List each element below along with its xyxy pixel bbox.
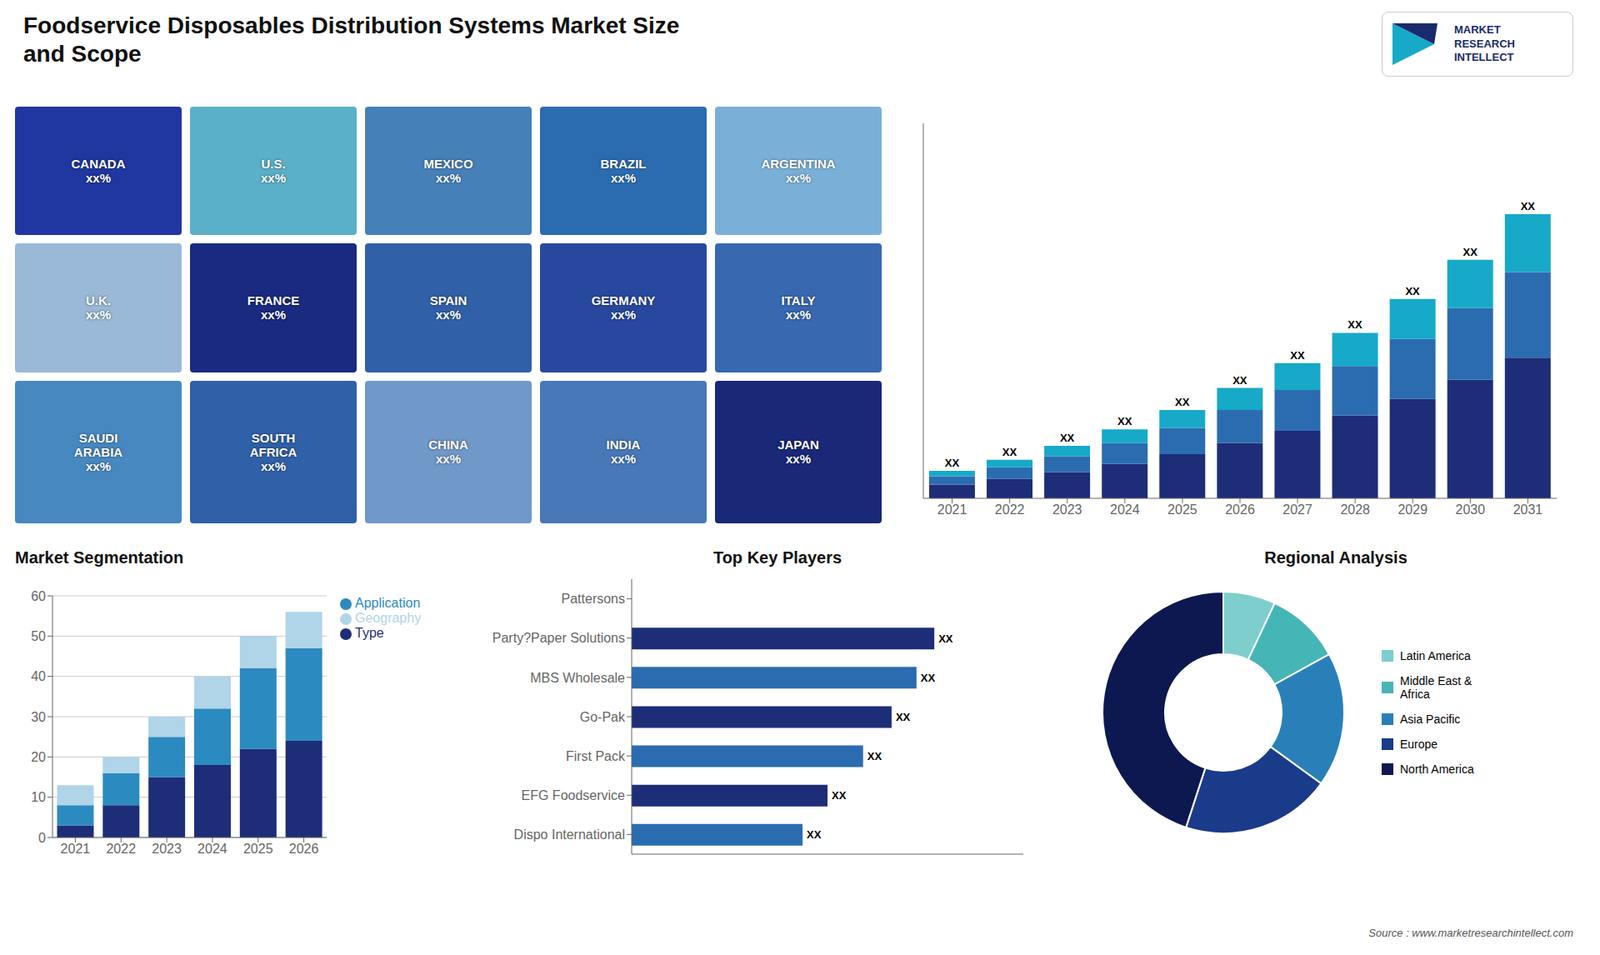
svg-text:First Pack: First Pack (565, 749, 626, 764)
html-text:Foodservice Disposables Distri: Foodservice Disposables Distribution Sys… (23, 12, 680, 67)
html-text:Top Key Players: Top Key Players (713, 548, 842, 567)
html-text:Asia Pacific: Asia Pacific (1400, 712, 1461, 726)
svg-text:XX: XX (1175, 395, 1190, 409)
html-text:JAPAN xx%: JAPAN xx% (777, 437, 820, 467)
svg-text:XX: XX (1002, 445, 1018, 459)
svg-text:2028: 2028 (1340, 502, 1370, 517)
svg-text:40: 40 (30, 669, 46, 684)
svg-text:2021: 2021 (937, 502, 968, 517)
html-text:FRANCE xx%: FRANCE xx% (247, 293, 300, 323)
svg-text:XX: XX (938, 632, 954, 645)
html-text:MARKET: MARKET (1454, 23, 1501, 36)
svg-text:XX: XX (945, 456, 960, 470)
html-text:Middle East & Africa: Middle East & Africa (1400, 674, 1472, 701)
svg-text:XX: XX (1520, 200, 1536, 213)
html-text:Type: Type (355, 625, 384, 640)
svg-text:2025: 2025 (243, 841, 274, 856)
svg-text:Go-Pak: Go-Pak (580, 710, 626, 725)
html-text:Application: Application (355, 595, 421, 610)
svg-text:50: 50 (30, 629, 46, 644)
svg-text:2022: 2022 (105, 841, 136, 856)
svg-text:2022: 2022 (995, 502, 1025, 517)
html-text:CHINA xx%: CHINA xx% (428, 437, 469, 467)
svg-text:60: 60 (30, 589, 46, 604)
html-text:North America: North America (1400, 762, 1474, 776)
html-text:U.S. xx%: U.S. xx% (260, 156, 286, 186)
svg-text:XX: XX (831, 789, 847, 802)
html-text:SOUTH AFRICA xx%: SOUTH AFRICA xx% (249, 430, 297, 474)
svg-text:XX: XX (806, 828, 822, 841)
svg-text:XX: XX (895, 710, 911, 724)
html-text:ITALY xx%: ITALY xx% (781, 293, 816, 323)
svg-text:2023: 2023 (1052, 502, 1083, 517)
html-text:Source : www.marketresearchint: Source : www.marketresearchintellect.com (1368, 926, 1574, 940)
svg-text:2023: 2023 (151, 841, 182, 856)
html-text:CANADA xx%: CANADA xx% (71, 156, 126, 186)
html-text:U.K. xx%: U.K. xx% (85, 293, 111, 323)
svg-text:XX: XX (1232, 374, 1248, 387)
html-text:Regional Analysis: Regional Analysis (1264, 548, 1408, 567)
svg-text:XX: XX (1060, 431, 1075, 445)
svg-text:Dispo International: Dispo International (514, 827, 625, 842)
html-text:INDIA xx%: INDIA xx% (606, 437, 641, 467)
svg-text:0: 0 (38, 830, 46, 845)
svg-text:XX: XX (1117, 415, 1133, 428)
svg-text:XX: XX (1463, 245, 1479, 259)
html-text:Europe: Europe (1400, 737, 1438, 751)
svg-text:Party?Paper Solutions: Party?Paper Solutions (492, 630, 625, 645)
svg-text:2027: 2027 (1282, 502, 1313, 517)
html-text:ARGENTINA xx%: ARGENTINA xx% (761, 156, 836, 186)
svg-text:MBS Wholesale: MBS Wholesale (530, 670, 625, 685)
svg-text:2031: 2031 (1513, 502, 1544, 517)
svg-text:Pattersons: Pattersons (561, 591, 625, 606)
svg-text:30: 30 (30, 710, 46, 725)
svg-text:XX: XX (1347, 318, 1363, 331)
svg-text:XX: XX (867, 750, 883, 763)
svg-text:EFG Foodservice: EFG Foodservice (521, 788, 626, 803)
html-text:INTELLECT: INTELLECT (1454, 51, 1514, 64)
svg-text:2030: 2030 (1455, 502, 1486, 517)
svg-text:2025: 2025 (1167, 502, 1198, 517)
svg-text:10: 10 (30, 790, 46, 805)
svg-text:2026: 2026 (289, 841, 320, 856)
html-text:BRAZIL xx%: BRAZIL xx% (600, 156, 647, 186)
svg-text:XX: XX (920, 671, 936, 685)
svg-text:2026: 2026 (1225, 502, 1255, 517)
html-text:GERMANY xx%: GERMANY xx% (591, 293, 656, 323)
svg-text:XX: XX (1405, 285, 1420, 298)
html-text:SPAIN xx%: SPAIN xx% (429, 293, 467, 323)
html-text:Market Segmentation: Market Segmentation (15, 548, 184, 567)
svg-text:2024: 2024 (197, 841, 228, 856)
html-text:RESEARCH: RESEARCH (1454, 37, 1515, 50)
html-text:MEXICO xx%: MEXICO xx% (423, 156, 473, 186)
html-text:SAUDI ARABIA xx%: SAUDI ARABIA xx% (74, 430, 123, 474)
svg-text:20: 20 (30, 750, 46, 765)
html-text:Latin America: Latin America (1400, 649, 1471, 663)
html-text:Geography: Geography (355, 610, 421, 625)
svg-text:XX: XX (1290, 349, 1305, 362)
svg-text:2024: 2024 (1110, 502, 1140, 517)
svg-text:2021: 2021 (60, 841, 91, 856)
svg-text:2029: 2029 (1397, 502, 1428, 517)
